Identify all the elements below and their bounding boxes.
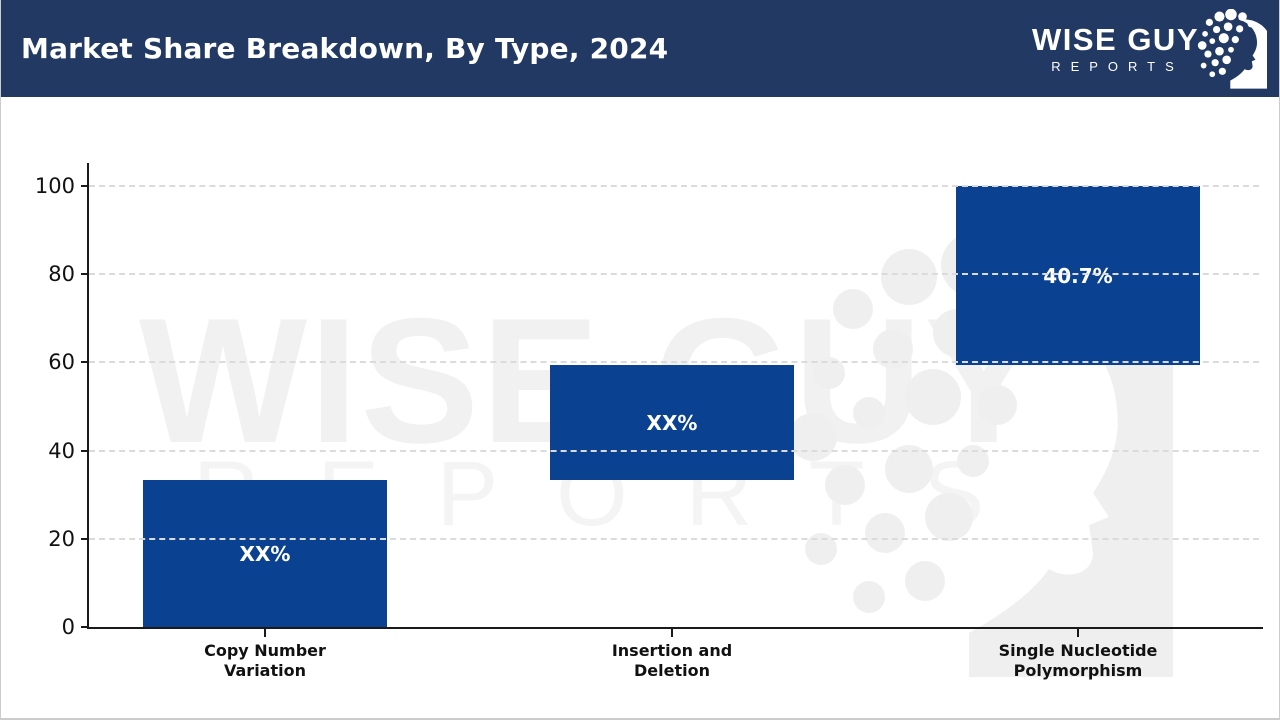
y-tick-mark-60 — [81, 361, 89, 364]
x-axis-line — [87, 627, 1263, 629]
gridline-60 — [89, 361, 1259, 364]
gridline-80 — [89, 273, 1259, 276]
gridline-100 — [89, 185, 1259, 187]
y-axis-line — [87, 163, 89, 629]
y-tick-mark-20 — [81, 537, 89, 540]
x-category-label-line: Single Nucleotide — [998, 641, 1158, 660]
page-title: Market Share Breakdown, By Type, 2024 — [21, 32, 669, 65]
y-tick-label-100: 100 — [34, 174, 75, 198]
y-tick-label-60: 60 — [48, 350, 75, 375]
y-tick-label-0: 0 — [61, 615, 75, 639]
x-category-label-line: Insertion and — [611, 641, 733, 660]
y-tick-label-20: 20 — [48, 526, 75, 551]
bar-value-label-3: 40.7% — [1043, 263, 1113, 288]
bar-segment-1: XX% — [143, 480, 387, 627]
logo-wordmark: WISE GUY — [1031, 22, 1199, 57]
x-tick-mark-1 — [264, 629, 266, 637]
x-category-label-2: Insertion and Deletion — [512, 641, 832, 682]
bar-segment-2: XX% — [550, 365, 794, 481]
x-category-label-1: Copy Number Variation — [105, 641, 425, 682]
y-tick-mark-80 — [81, 273, 89, 276]
gridline-40 — [89, 449, 1259, 452]
x-category-label-line: Variation — [224, 661, 306, 681]
wiseguy-face-icon — [1197, 8, 1267, 89]
x-category-label-line: Deletion — [634, 661, 710, 681]
x-tick-mark-2 — [671, 629, 673, 637]
y-tick-mark-40 — [81, 449, 89, 452]
y-tick-label-40: 40 — [48, 438, 75, 463]
x-category-label-3: Single Nucleotide Polymorphism — [918, 641, 1238, 682]
gridline-20 — [89, 537, 1259, 540]
x-category-label-line: Copy Number — [204, 641, 326, 660]
header-bar: Market Share Breakdown, By Type, 2024 WI… — [1, 0, 1279, 97]
y-tick-mark-0 — [81, 626, 89, 628]
wiseguy-logo: WISE GUY REPORTS — [1032, 8, 1267, 89]
bar-value-label-1: XX% — [239, 541, 291, 566]
bar-segment-3: 40.7% — [956, 186, 1200, 366]
logo-text: WISE GUY REPORTS — [1032, 24, 1199, 73]
y-tick-mark-100 — [81, 185, 89, 187]
y-tick-label-80: 80 — [48, 262, 75, 287]
bar-value-label-2: XX% — [646, 410, 698, 435]
logo-subtitle: REPORTS — [1051, 59, 1184, 74]
x-tick-mark-3 — [1077, 629, 1079, 637]
x-category-label-line: Polymorphism — [1013, 661, 1143, 681]
